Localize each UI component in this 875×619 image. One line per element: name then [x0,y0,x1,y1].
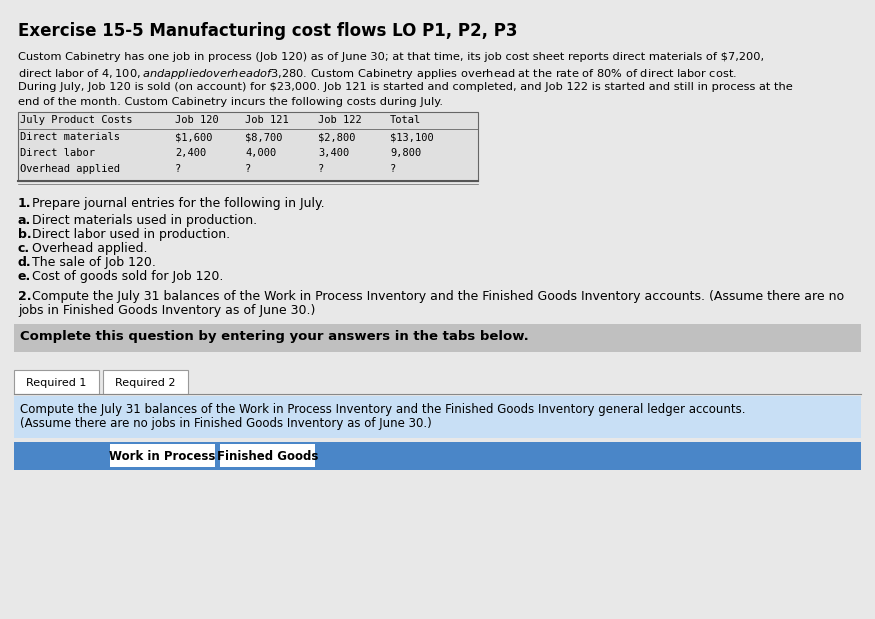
Text: Overhead applied: Overhead applied [20,164,120,174]
Text: Total: Total [390,115,421,125]
Text: Custom Cabinetry has one job in process (Job 120) as of June 30; at that time, i: Custom Cabinetry has one job in process … [18,52,764,62]
Text: During July, Job 120 is sold (on account) for $23,000. Job 121 is started and co: During July, Job 120 is sold (on account… [18,82,793,92]
Text: Work in Process: Work in Process [109,451,216,464]
Text: ?: ? [318,164,325,174]
Text: Job 121: Job 121 [245,115,289,125]
Text: Complete this question by entering your answers in the tabs below.: Complete this question by entering your … [20,330,528,343]
Bar [14,324,861,352]
Text: d.: d. [18,256,31,269]
Text: (Assume there are no jobs in Finished Goods Inventory as of June 30.): (Assume there are no jobs in Finished Go… [20,417,431,430]
Bar [14,442,861,470]
Text: Direct materials: Direct materials [20,132,120,142]
Text: Cost of goods sold for Job 120.: Cost of goods sold for Job 120. [28,270,223,283]
Text: 3,400: 3,400 [318,148,349,158]
Text: b.: b. [18,228,31,241]
Text: Compute the July 31 balances of the Work in Process Inventory and the Finished G: Compute the July 31 balances of the Work… [28,290,844,303]
Text: Finished Goods: Finished Goods [217,451,318,464]
Text: 9,800: 9,800 [390,148,421,158]
Bar [220,444,315,467]
Text: July Product Costs: July Product Costs [20,115,132,125]
Text: a.: a. [18,214,31,227]
Text: Overhead applied.: Overhead applied. [28,242,148,255]
Text: Job 120: Job 120 [175,115,219,125]
Text: ?: ? [245,164,251,174]
Bar [14,370,861,394]
Text: Required 1: Required 1 [26,378,86,388]
Text: $8,700: $8,700 [245,132,283,142]
Bar [14,396,861,438]
Text: $1,600: $1,600 [175,132,213,142]
Text: Direct labor: Direct labor [20,148,95,158]
Text: 1.: 1. [18,197,31,210]
Text: Prepare journal entries for the following in July.: Prepare journal entries for the followin… [28,197,325,210]
Text: ?: ? [390,164,396,174]
Text: direct labor of $4,100, and applied overhead of $3,280. Custom Cabinetry applies: direct labor of $4,100, and applied over… [18,67,737,81]
Text: 2,400: 2,400 [175,148,206,158]
Text: 4,000: 4,000 [245,148,276,158]
Text: Exercise 15-5 Manufacturing cost flows LO P1, P2, P3: Exercise 15-5 Manufacturing cost flows L… [18,22,517,40]
Text: Required 2: Required 2 [115,378,175,388]
Bar [14,352,861,370]
Bar [110,444,215,467]
Text: Compute the July 31 balances of the Work in Process Inventory and the Finished G: Compute the July 31 balances of the Work… [20,403,746,416]
Bar [14,370,99,394]
Text: ?: ? [175,164,181,174]
Text: Direct labor used in production.: Direct labor used in production. [28,228,230,241]
Text: c.: c. [18,242,30,255]
Text: e.: e. [18,270,31,283]
Text: The sale of Job 120.: The sale of Job 120. [28,256,156,269]
Text: Direct materials used in production.: Direct materials used in production. [28,214,257,227]
Text: 2.: 2. [18,290,31,303]
Text: end of the month. Custom Cabinetry incurs the following costs during July.: end of the month. Custom Cabinetry incur… [18,97,443,107]
Text: Job 122: Job 122 [318,115,361,125]
Bar [103,370,188,394]
Text: jobs in Finished Goods Inventory as of June 30.): jobs in Finished Goods Inventory as of J… [18,304,315,317]
Text: $2,800: $2,800 [318,132,355,142]
Bar [18,112,478,181]
Text: $13,100: $13,100 [390,132,434,142]
